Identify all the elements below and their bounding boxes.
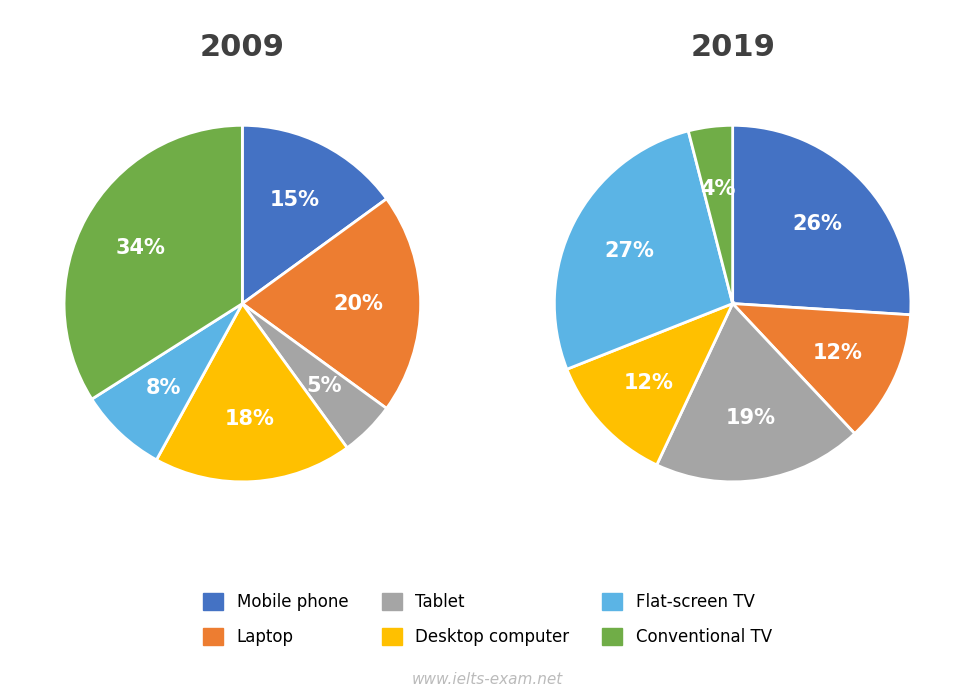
Text: 20%: 20% bbox=[333, 294, 383, 313]
Text: 26%: 26% bbox=[792, 215, 842, 235]
Wedge shape bbox=[566, 304, 732, 465]
Text: 12%: 12% bbox=[812, 343, 863, 363]
Legend: Mobile phone, Laptop, Tablet, Desktop computer, Flat-screen TV, Conventional TV: Mobile phone, Laptop, Tablet, Desktop co… bbox=[195, 584, 780, 654]
Title: 2019: 2019 bbox=[690, 32, 775, 61]
Text: 19%: 19% bbox=[725, 408, 776, 428]
Wedge shape bbox=[243, 126, 387, 304]
Text: 5%: 5% bbox=[306, 375, 342, 395]
Title: 2009: 2009 bbox=[200, 32, 285, 61]
Wedge shape bbox=[92, 304, 243, 460]
Wedge shape bbox=[657, 304, 855, 482]
Text: 34%: 34% bbox=[116, 238, 166, 258]
Wedge shape bbox=[555, 131, 732, 369]
Wedge shape bbox=[64, 126, 243, 399]
Wedge shape bbox=[243, 304, 387, 448]
Wedge shape bbox=[688, 126, 732, 304]
Wedge shape bbox=[156, 304, 347, 482]
Text: www.ielts-exam.net: www.ielts-exam.net bbox=[411, 671, 564, 687]
Wedge shape bbox=[243, 199, 420, 408]
Text: 12%: 12% bbox=[623, 373, 673, 393]
Wedge shape bbox=[732, 304, 911, 433]
Wedge shape bbox=[732, 126, 911, 315]
Text: 18%: 18% bbox=[224, 409, 275, 429]
Text: 8%: 8% bbox=[145, 378, 180, 398]
Text: 4%: 4% bbox=[700, 179, 736, 199]
Text: 27%: 27% bbox=[604, 241, 654, 261]
Text: 15%: 15% bbox=[270, 190, 320, 210]
